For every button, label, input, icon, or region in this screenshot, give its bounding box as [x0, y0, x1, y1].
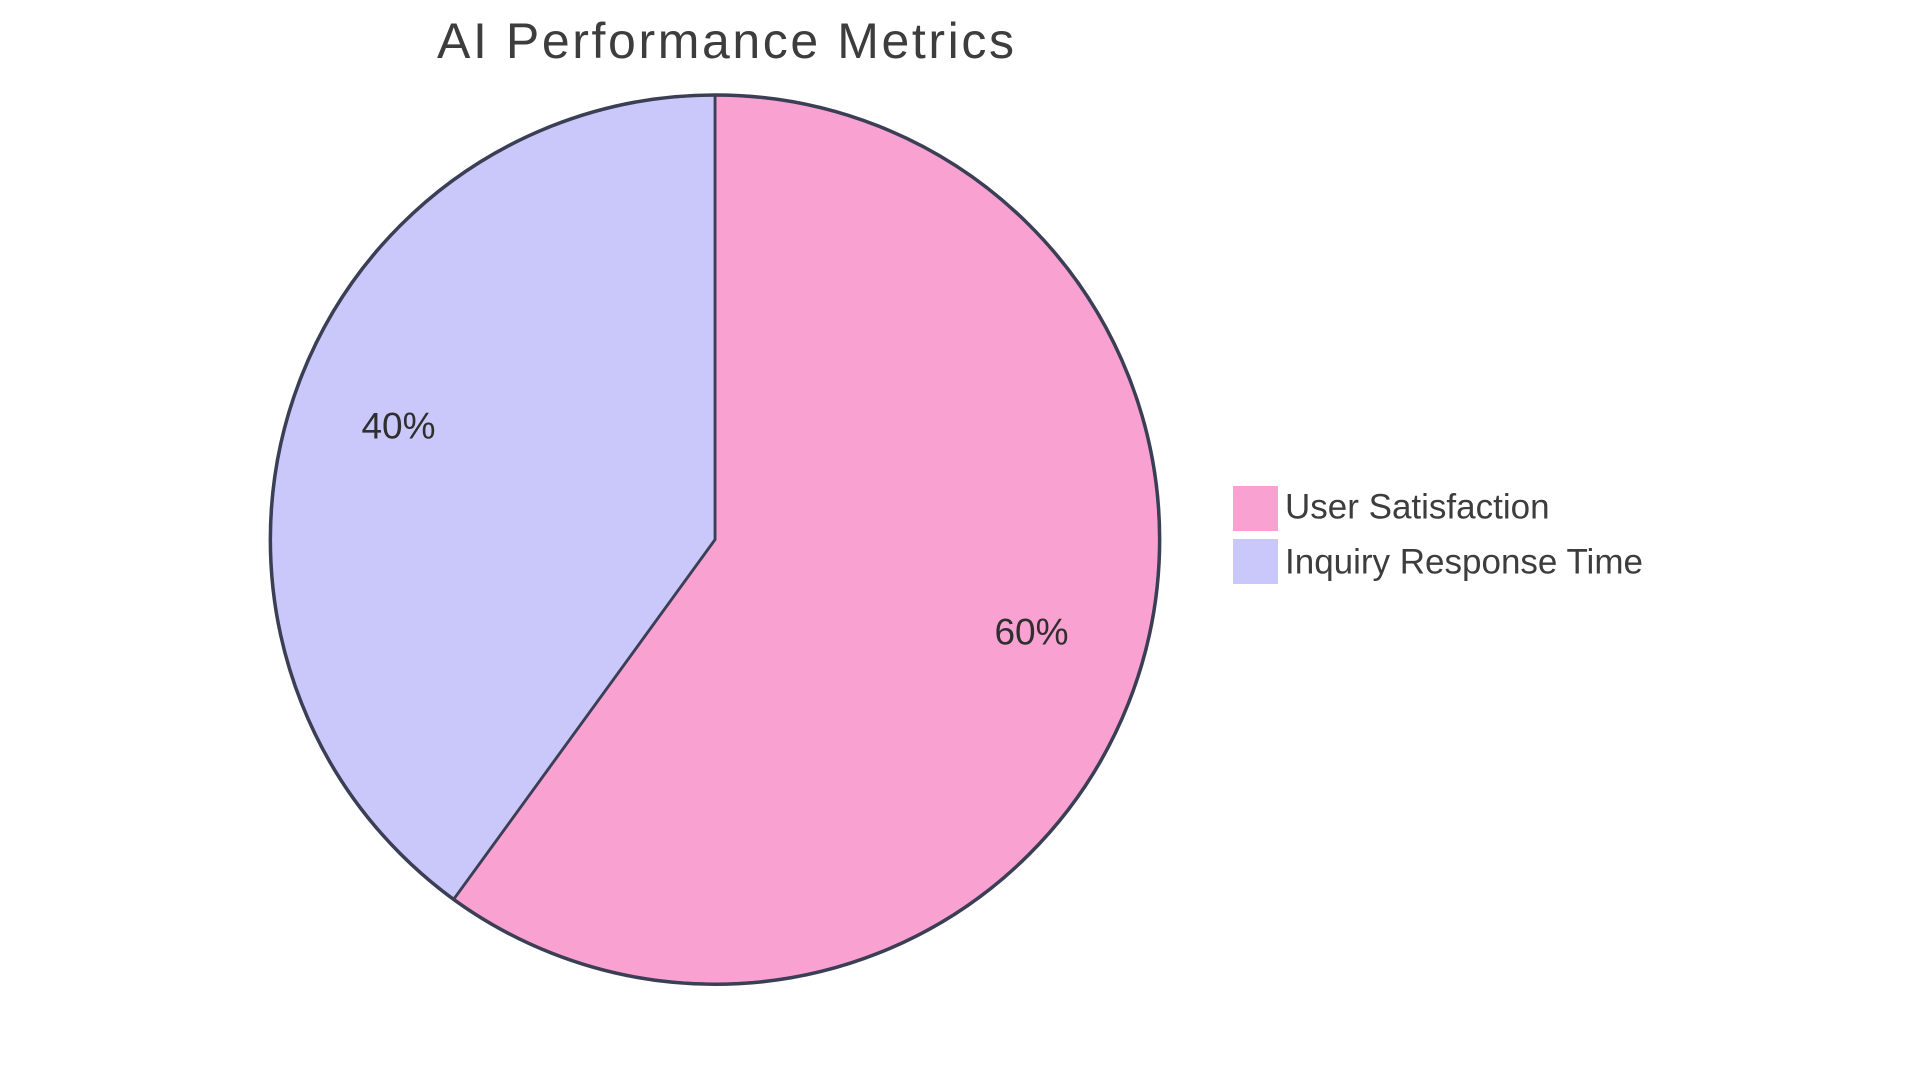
svg-text:60%: 60%: [994, 612, 1068, 653]
svg-text:AI Performance Metrics: AI Performance Metrics: [437, 13, 1017, 69]
svg-text:Inquiry Response Time: Inquiry Response Time: [1285, 543, 1643, 582]
svg-text:User Satisfaction: User Satisfaction: [1285, 488, 1550, 527]
svg-text:40%: 40%: [361, 406, 435, 447]
